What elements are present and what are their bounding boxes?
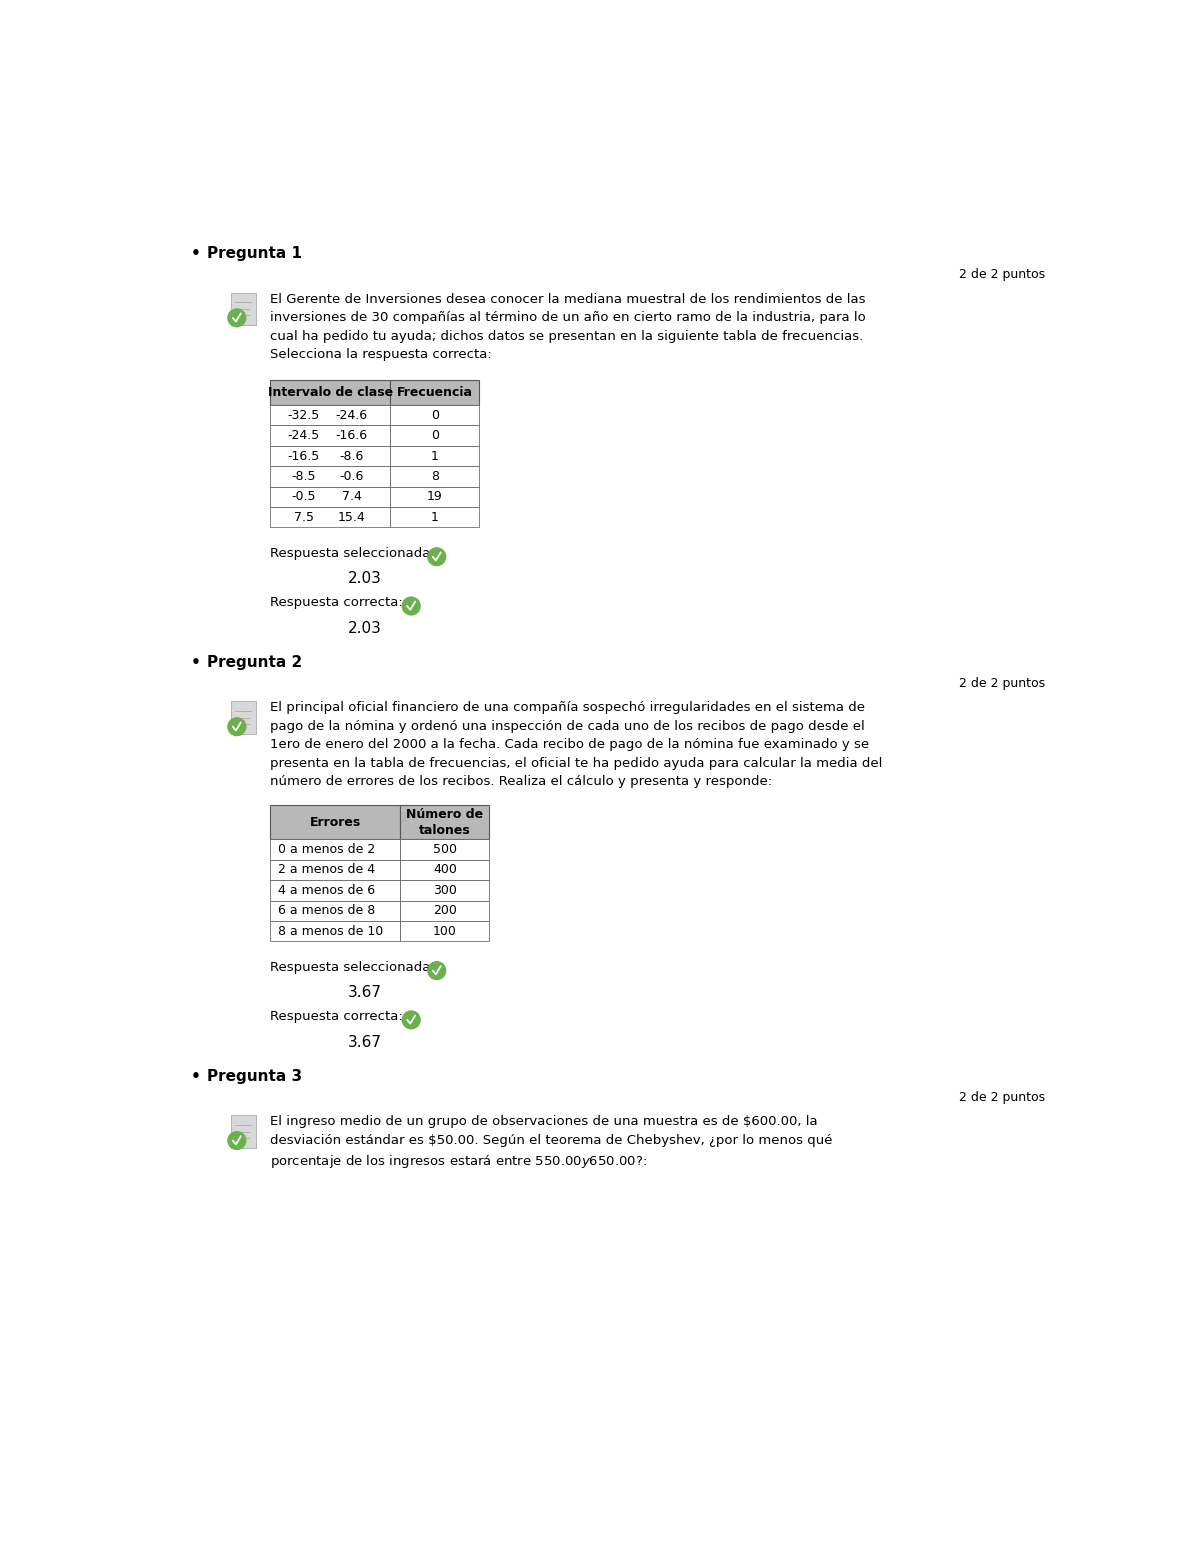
Text: 1: 1 [431, 511, 439, 523]
FancyBboxPatch shape [232, 702, 256, 735]
Text: 1: 1 [431, 449, 439, 463]
Circle shape [428, 548, 445, 565]
FancyBboxPatch shape [270, 860, 401, 881]
Text: 8: 8 [431, 471, 439, 483]
Text: Pregunta 1: Pregunta 1 [208, 247, 302, 261]
Text: Errores: Errores [310, 815, 361, 829]
FancyBboxPatch shape [401, 881, 490, 901]
Text: 2.03: 2.03 [348, 621, 382, 635]
Text: -32.5: -32.5 [288, 408, 320, 422]
FancyBboxPatch shape [390, 426, 479, 446]
Circle shape [402, 598, 420, 615]
FancyBboxPatch shape [270, 426, 390, 446]
FancyBboxPatch shape [270, 881, 401, 901]
Text: Frecuencia: Frecuencia [397, 387, 473, 399]
Text: El Gerente de Inversiones desea conocer la mediana muestral de los rendimientos : El Gerente de Inversiones desea conocer … [270, 292, 866, 362]
Text: -8.6: -8.6 [340, 449, 364, 463]
Text: Respuesta seleccionada:: Respuesta seleccionada: [270, 547, 434, 559]
Text: 500: 500 [433, 843, 457, 856]
Text: 200: 200 [433, 904, 457, 918]
Text: •: • [191, 247, 200, 261]
Text: Número de
talones: Número de talones [407, 808, 484, 837]
FancyBboxPatch shape [270, 921, 401, 941]
Circle shape [402, 1011, 420, 1028]
FancyBboxPatch shape [390, 446, 479, 466]
Text: El principal oficial financiero de una compañía sospechó irregularidades en el s: El principal oficial financiero de una c… [270, 702, 882, 789]
Text: Respuesta seleccionada:: Respuesta seleccionada: [270, 961, 434, 974]
Text: 2 a menos de 4: 2 a menos de 4 [278, 863, 374, 876]
Text: 400: 400 [433, 863, 457, 876]
Text: -24.6: -24.6 [336, 408, 368, 422]
FancyBboxPatch shape [401, 901, 490, 921]
Text: 3.67: 3.67 [348, 985, 382, 1000]
Text: -0.6: -0.6 [340, 471, 364, 483]
Text: 7.5: 7.5 [294, 511, 313, 523]
Text: 7.4: 7.4 [342, 491, 361, 503]
Text: 0 a menos de 2: 0 a menos de 2 [278, 843, 376, 856]
FancyBboxPatch shape [270, 901, 401, 921]
Text: Pregunta 3: Pregunta 3 [208, 1068, 302, 1084]
Circle shape [428, 961, 445, 980]
Text: -24.5: -24.5 [288, 429, 320, 443]
Text: 0: 0 [431, 429, 439, 443]
FancyBboxPatch shape [270, 508, 390, 528]
Text: El ingreso medio de un grupo de observaciones de una muestra es de $600.00, la
d: El ingreso medio de un grupo de observac… [270, 1115, 833, 1171]
Text: 2.03: 2.03 [348, 572, 382, 587]
Text: 19: 19 [427, 491, 443, 503]
Circle shape [228, 309, 246, 326]
Text: 4 a menos de 6: 4 a menos de 6 [278, 884, 374, 896]
Text: 0: 0 [431, 408, 439, 422]
Text: •: • [191, 655, 200, 671]
Text: •: • [191, 1068, 200, 1084]
FancyBboxPatch shape [401, 806, 490, 839]
FancyBboxPatch shape [390, 466, 479, 486]
FancyBboxPatch shape [232, 292, 256, 325]
Text: 2 de 2 puntos: 2 de 2 puntos [959, 1090, 1045, 1104]
Text: -16.5: -16.5 [288, 449, 320, 463]
FancyBboxPatch shape [390, 405, 479, 426]
Text: 2 de 2 puntos: 2 de 2 puntos [959, 269, 1045, 281]
Text: -8.5: -8.5 [292, 471, 316, 483]
FancyBboxPatch shape [270, 380, 390, 405]
Circle shape [228, 1132, 246, 1149]
Circle shape [228, 717, 246, 736]
Text: 8 a menos de 10: 8 a menos de 10 [278, 924, 383, 938]
Text: Respuesta correcta:: Respuesta correcta: [270, 596, 403, 609]
Text: 100: 100 [433, 924, 457, 938]
Text: 3.67: 3.67 [348, 1034, 382, 1050]
FancyBboxPatch shape [401, 839, 490, 860]
Text: Respuesta correcta:: Respuesta correcta: [270, 1009, 403, 1023]
Text: 6 a menos de 8: 6 a menos de 8 [278, 904, 376, 918]
FancyBboxPatch shape [270, 405, 390, 426]
FancyBboxPatch shape [232, 1115, 256, 1148]
FancyBboxPatch shape [270, 466, 390, 486]
FancyBboxPatch shape [390, 380, 479, 405]
FancyBboxPatch shape [270, 806, 401, 839]
FancyBboxPatch shape [270, 446, 390, 466]
FancyBboxPatch shape [401, 921, 490, 941]
Text: 2 de 2 puntos: 2 de 2 puntos [959, 677, 1045, 690]
FancyBboxPatch shape [270, 839, 401, 860]
Text: Pregunta 2: Pregunta 2 [208, 655, 302, 671]
FancyBboxPatch shape [270, 486, 390, 508]
FancyBboxPatch shape [390, 508, 479, 528]
Text: -16.6: -16.6 [336, 429, 368, 443]
Text: 15.4: 15.4 [338, 511, 366, 523]
FancyBboxPatch shape [390, 486, 479, 508]
Text: 300: 300 [433, 884, 457, 896]
Text: -0.5: -0.5 [292, 491, 316, 503]
Text: Intervalo de clase: Intervalo de clase [268, 387, 392, 399]
FancyBboxPatch shape [401, 860, 490, 881]
